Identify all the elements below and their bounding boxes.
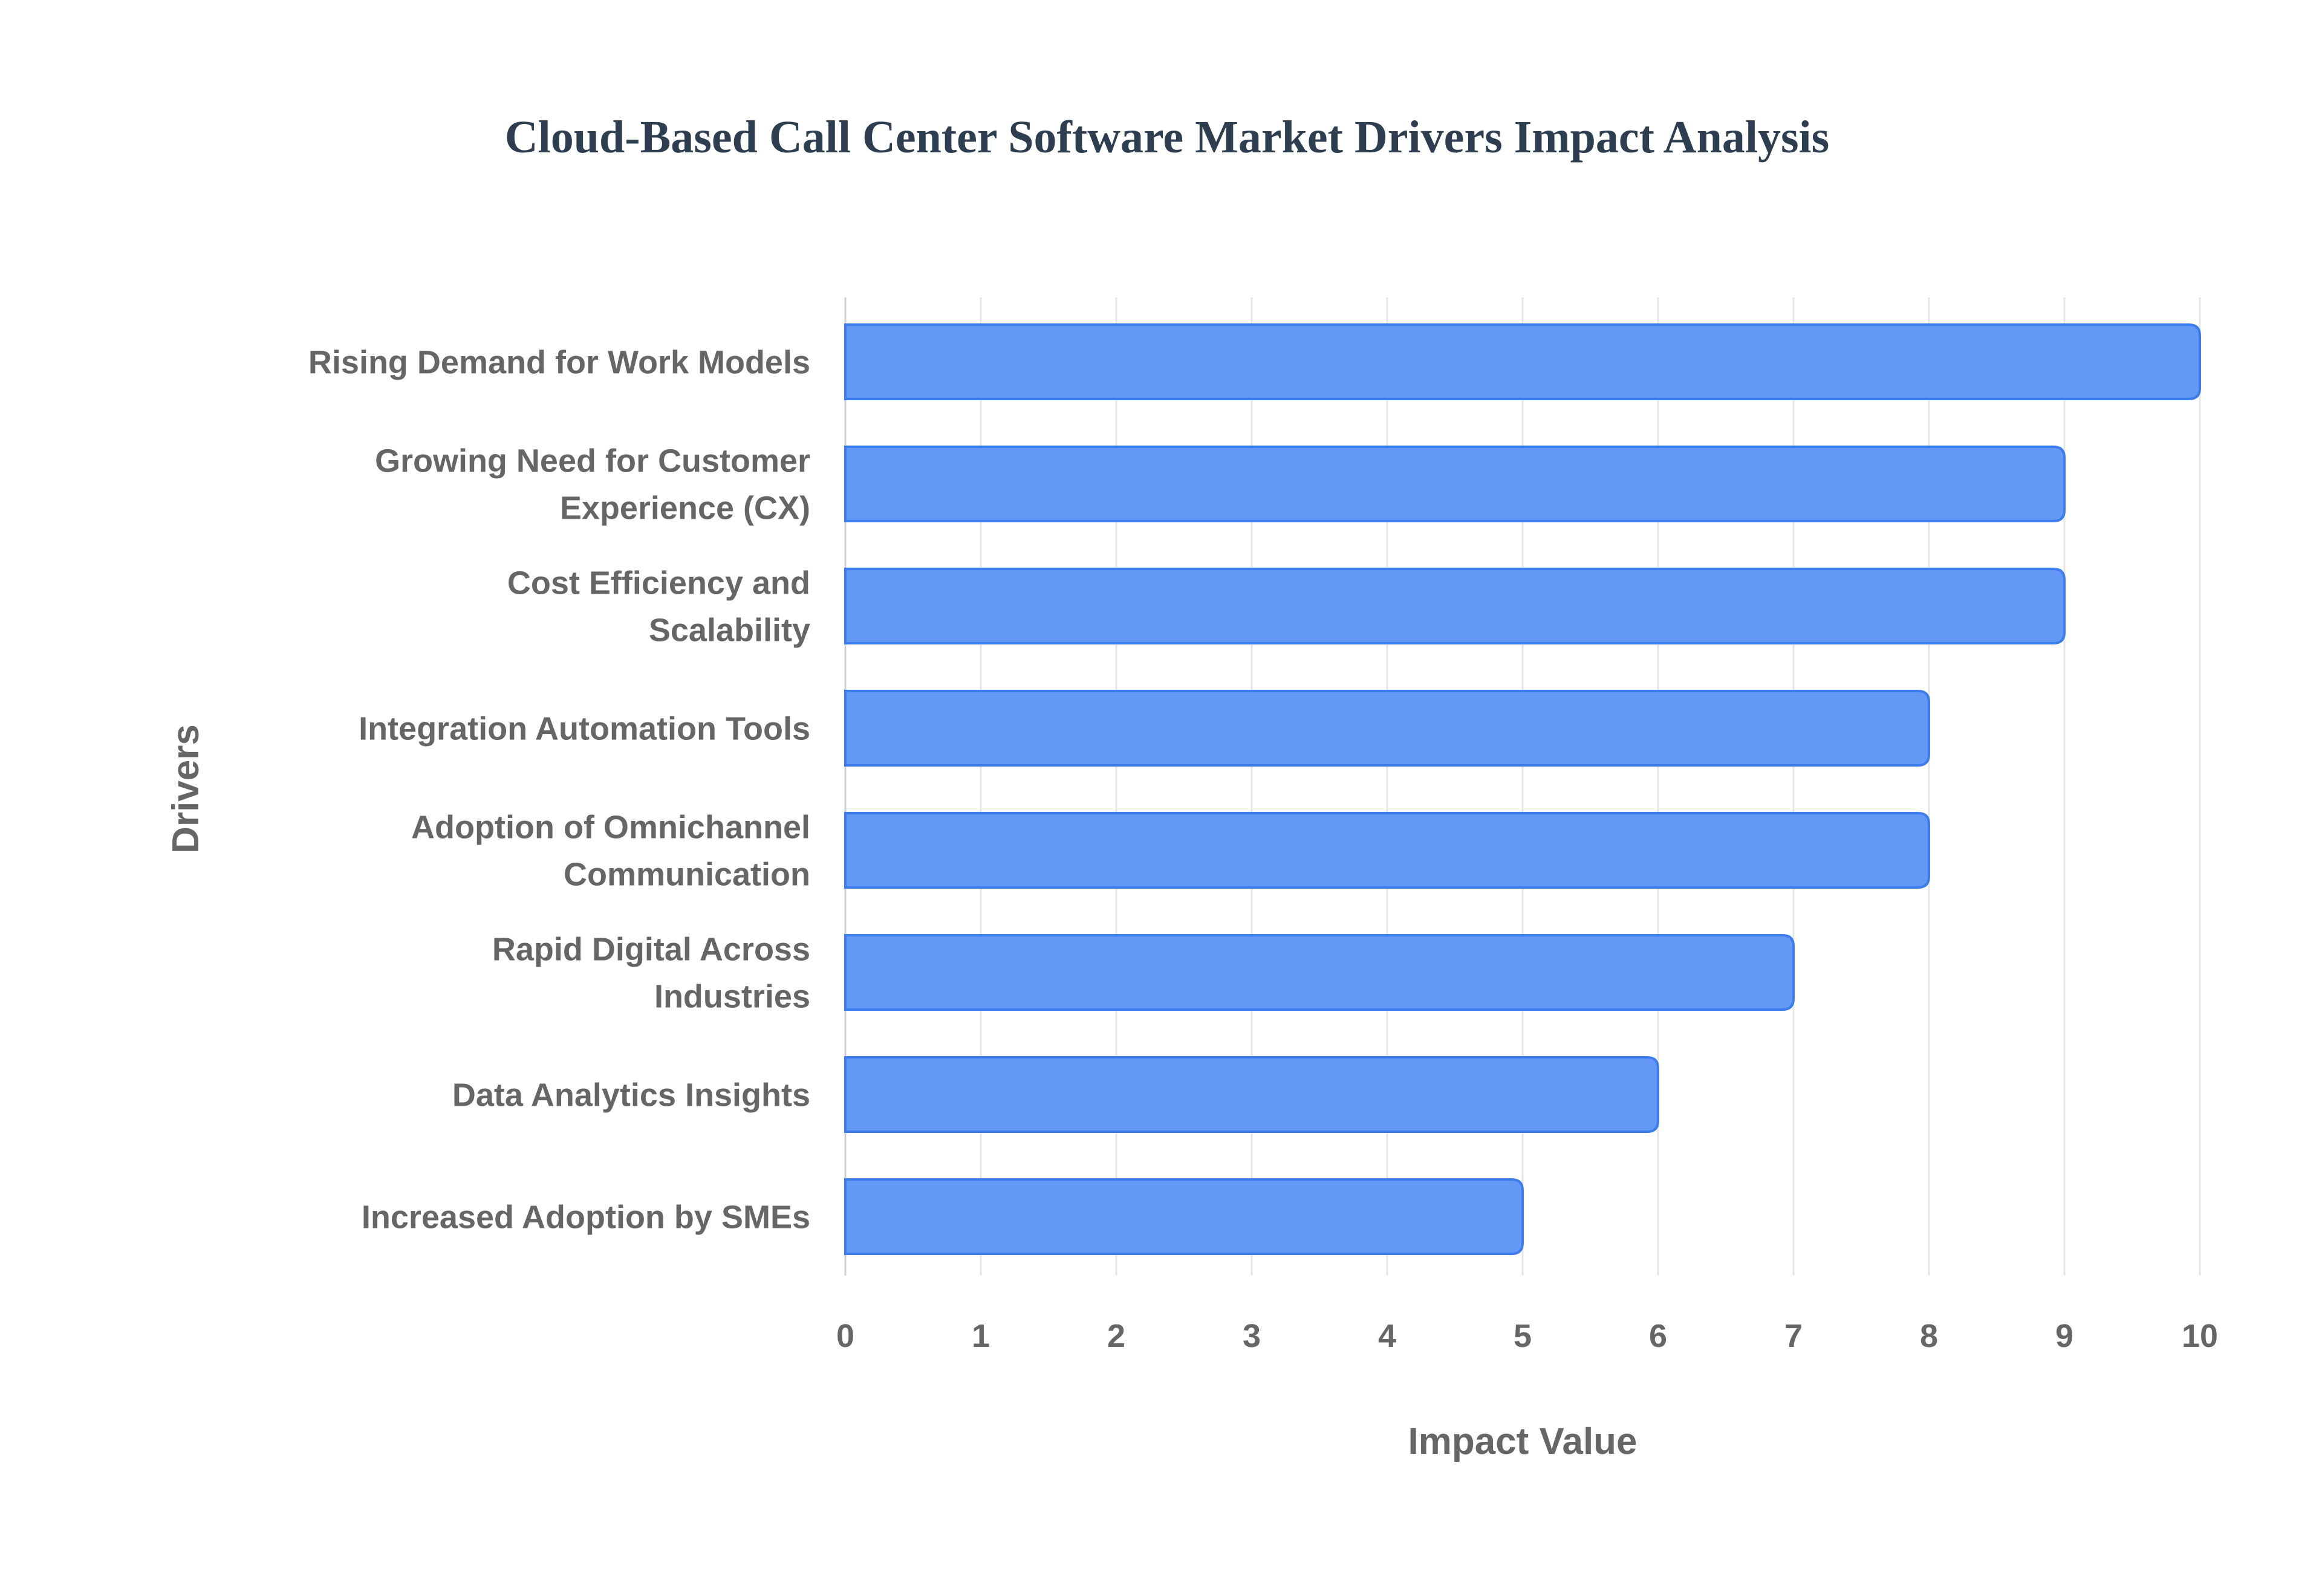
y-tick-label: Increased Adoption by SMEs bbox=[362, 1199, 810, 1236]
x-axis-title: Impact Value bbox=[1408, 1421, 1637, 1462]
y-tick-label: Growing Need for Customer Experience (CX) bbox=[375, 443, 810, 527]
bar bbox=[844, 690, 1930, 767]
y-tick-label: Rising Demand for Work Models bbox=[308, 345, 810, 381]
x-tick-label: 0 bbox=[836, 1318, 854, 1354]
bar bbox=[844, 323, 2201, 400]
x-tick-label: 1 bbox=[972, 1318, 990, 1354]
chart-title: Cloud-Based Call Center Software Market … bbox=[505, 112, 1829, 163]
y-tick-label: Data Analytics Insights bbox=[452, 1077, 810, 1114]
y-tick-label: Adoption of Omnichannel Communication bbox=[411, 809, 810, 893]
y-tick-label: Rapid Digital Across Industries bbox=[492, 932, 810, 1015]
y-tick-label: Integration Automation Tools bbox=[359, 711, 810, 747]
x-tick-label: 7 bbox=[1784, 1318, 1803, 1354]
x-tick-labels: 0 1 2 3 4 5 6 7 8 9 10 bbox=[836, 1318, 2218, 1354]
bar bbox=[844, 1178, 1524, 1255]
bar bbox=[844, 812, 1930, 889]
bar bbox=[844, 568, 2066, 644]
x-tick-label: 5 bbox=[1514, 1318, 1532, 1354]
x-tick-label: 10 bbox=[2182, 1318, 2218, 1354]
x-tick-label: 6 bbox=[1649, 1318, 1667, 1354]
x-tick-label: 3 bbox=[1243, 1318, 1261, 1354]
x-tick-label: 4 bbox=[1378, 1318, 1396, 1354]
y-tick-labels: Rising Demand for Work Models Growing Nee… bbox=[308, 345, 810, 1236]
x-tick-label: 9 bbox=[2055, 1318, 2073, 1354]
bar bbox=[844, 1056, 1659, 1133]
x-tick-label: 2 bbox=[1107, 1318, 1125, 1354]
y-tick-label: Cost Efficiency and Scalability bbox=[507, 565, 810, 649]
bar bbox=[844, 446, 2066, 522]
bar bbox=[844, 934, 1795, 1011]
y-axis-title: Drivers bbox=[165, 724, 207, 854]
bars bbox=[844, 323, 2201, 1255]
x-tick-label: 8 bbox=[1920, 1318, 1938, 1354]
